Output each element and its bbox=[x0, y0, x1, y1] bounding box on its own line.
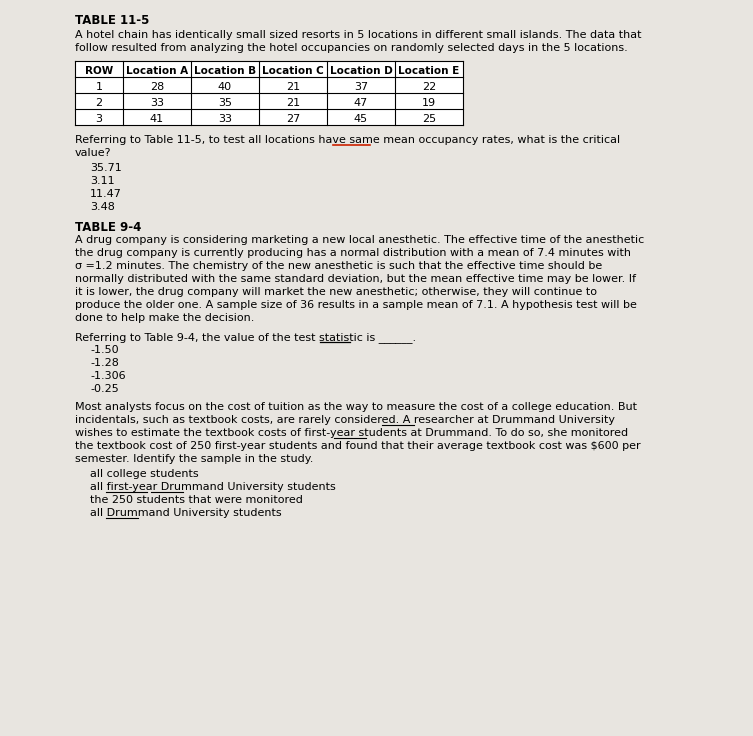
Text: Location C: Location C bbox=[262, 66, 324, 76]
Text: -1.28: -1.28 bbox=[90, 358, 119, 368]
Text: 3: 3 bbox=[96, 114, 102, 124]
Text: 40: 40 bbox=[218, 82, 232, 92]
Text: wishes to estimate the textbook costs of first-year students at Drummand. To do : wishes to estimate the textbook costs of… bbox=[75, 428, 628, 438]
Text: all Drummand University students: all Drummand University students bbox=[90, 508, 282, 518]
Text: ROW: ROW bbox=[85, 66, 113, 76]
Text: 33: 33 bbox=[150, 98, 164, 108]
Text: A hotel chain has identically small sized resorts in 5 locations in different sm: A hotel chain has identically small size… bbox=[75, 30, 642, 40]
Text: Most analysts focus on the cost of tuition as the way to measure the cost of a c: Most analysts focus on the cost of tuiti… bbox=[75, 402, 637, 412]
Text: produce the older one. A sample size of 36 results in a sample mean of 7.1. A hy: produce the older one. A sample size of … bbox=[75, 300, 637, 310]
Text: 28: 28 bbox=[150, 82, 164, 92]
Text: follow resulted from analyzing the hotel occupancies on randomly selected days i: follow resulted from analyzing the hotel… bbox=[75, 43, 628, 53]
Text: the 250 students that were monitored: the 250 students that were monitored bbox=[90, 495, 303, 505]
Text: -1.306: -1.306 bbox=[90, 371, 126, 381]
Text: TABLE 9-4: TABLE 9-4 bbox=[75, 221, 142, 234]
Text: 47: 47 bbox=[354, 98, 368, 108]
Text: Location B: Location B bbox=[194, 66, 256, 76]
Text: A drug company is considering marketing a new local anesthetic. The effective ti: A drug company is considering marketing … bbox=[75, 235, 645, 245]
Text: σ =1.2 minutes. The chemistry of the new anesthetic is such that the effective t: σ =1.2 minutes. The chemistry of the new… bbox=[75, 261, 602, 271]
Text: -0.25: -0.25 bbox=[90, 384, 119, 394]
Text: 37: 37 bbox=[354, 82, 368, 92]
Text: 19: 19 bbox=[422, 98, 436, 108]
Bar bbox=[75, 61, 463, 125]
Text: 45: 45 bbox=[354, 114, 368, 124]
Text: 27: 27 bbox=[286, 114, 300, 124]
Text: incidentals, such as textbook costs, are rarely considered. A researcher at Drum: incidentals, such as textbook costs, are… bbox=[75, 415, 615, 425]
Text: Location E: Location E bbox=[398, 66, 459, 76]
Text: all college students: all college students bbox=[90, 469, 199, 479]
Text: value?: value? bbox=[75, 148, 111, 158]
Text: semester. Identify the sample in the study.: semester. Identify the sample in the stu… bbox=[75, 454, 313, 464]
Text: 41: 41 bbox=[150, 114, 164, 124]
Text: 35.71: 35.71 bbox=[90, 163, 122, 173]
Text: 21: 21 bbox=[286, 98, 300, 108]
Text: -1.50: -1.50 bbox=[90, 345, 119, 355]
Text: 33: 33 bbox=[218, 114, 232, 124]
Text: Location D: Location D bbox=[330, 66, 392, 76]
Text: 11.47: 11.47 bbox=[90, 189, 122, 199]
Text: done to help make the decision.: done to help make the decision. bbox=[75, 313, 255, 323]
Text: it is lower, the drug company will market the new anesthetic; otherwise, they wi: it is lower, the drug company will marke… bbox=[75, 287, 597, 297]
Text: the textbook cost of 250 first-year students and found that their average textbo: the textbook cost of 250 first-year stud… bbox=[75, 441, 641, 451]
Text: 25: 25 bbox=[422, 114, 436, 124]
Text: normally distributed with the same standard deviation, but the mean effective ti: normally distributed with the same stand… bbox=[75, 274, 636, 284]
Text: 2: 2 bbox=[96, 98, 102, 108]
Text: Referring to Table 9-4, the value of the test statistic is ______.: Referring to Table 9-4, the value of the… bbox=[75, 332, 416, 343]
Text: all first-year Drummand University students: all first-year Drummand University stude… bbox=[90, 482, 336, 492]
Text: 21: 21 bbox=[286, 82, 300, 92]
Text: 22: 22 bbox=[422, 82, 436, 92]
Text: TABLE 11-5: TABLE 11-5 bbox=[75, 14, 149, 27]
Text: 1: 1 bbox=[96, 82, 102, 92]
Text: the drug company is currently producing has a normal distribution with a mean of: the drug company is currently producing … bbox=[75, 248, 631, 258]
Text: 35: 35 bbox=[218, 98, 232, 108]
Text: Location A: Location A bbox=[126, 66, 188, 76]
Text: 3.11: 3.11 bbox=[90, 176, 114, 186]
Text: 3.48: 3.48 bbox=[90, 202, 115, 212]
Text: Referring to Table 11-5, to test all locations have same mean occupancy rates, w: Referring to Table 11-5, to test all loc… bbox=[75, 135, 620, 145]
